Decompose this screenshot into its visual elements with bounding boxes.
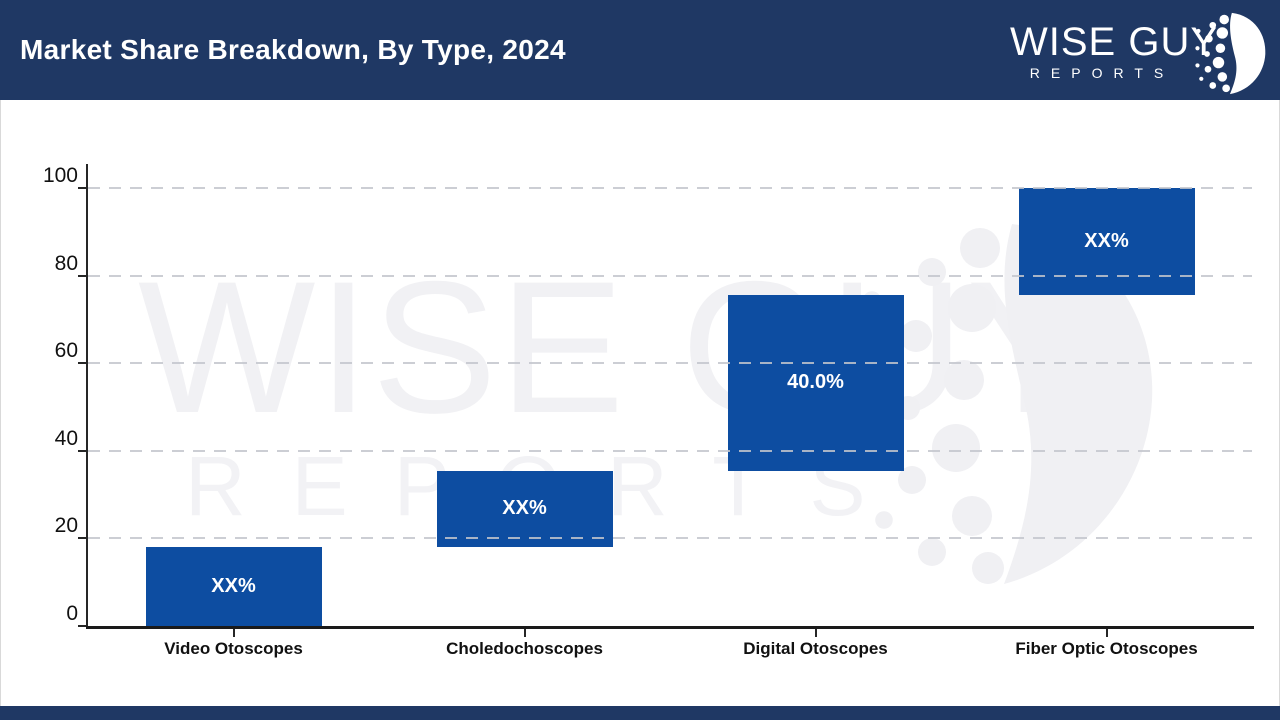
bar: XX%	[1018, 188, 1195, 296]
x-category-label: Fiber Optic Otoscopes	[1015, 639, 1198, 658]
y-tick-label: 100	[42, 164, 78, 188]
y-tick-label: 60	[54, 339, 78, 363]
x-axis-line	[86, 626, 1254, 629]
grid-line	[88, 537, 1252, 540]
wiseguy-logo-line1: WISE GUY	[1010, 20, 1219, 64]
bar: 40.0%	[727, 295, 904, 471]
x-axis-tick	[1105, 629, 1108, 637]
header-band: Market Share Breakdown, By Type, 2024 WI…	[0, 0, 1280, 100]
bar-value-label: 40.0%	[787, 371, 844, 394]
bar-value-label: XX%	[211, 575, 256, 598]
y-tick-label: 40	[54, 426, 78, 450]
page-title: Market Share Breakdown, By Type, 2024	[20, 34, 566, 65]
wiseguy-logo-text: WISE GUY REPORTS	[1010, 20, 1219, 81]
grid-line	[88, 362, 1252, 365]
y-tick-label: 20	[54, 514, 78, 538]
x-axis-tick	[232, 629, 235, 637]
y-axis-tick	[78, 537, 86, 540]
x-category-label: Video Otoscopes	[164, 639, 303, 658]
bar: XX%	[145, 547, 322, 626]
bar-value-label: XX%	[1084, 230, 1129, 253]
x-category-label: Choledochoscopes	[446, 639, 603, 658]
wiseguy-face-icon	[1195, 12, 1266, 95]
bar-value-label: XX%	[502, 497, 547, 520]
y-axis-tick	[78, 362, 86, 365]
bar: XX%	[436, 470, 613, 548]
footer-band	[0, 706, 1280, 720]
x-axis-tick	[523, 629, 526, 637]
grid-line	[88, 449, 1252, 452]
y-axis-tick	[78, 187, 86, 190]
x-category-label: Digital Otoscopes	[743, 639, 888, 658]
y-axis-tick	[78, 274, 86, 277]
x-axis-tick	[814, 629, 817, 637]
y-tick-label: 80	[54, 251, 78, 275]
wiseguy-logo-line2: REPORTS	[1029, 65, 1175, 81]
grid-line	[88, 274, 1252, 277]
y-axis-tick	[78, 449, 86, 452]
chart-plot-area: XX% XX% 40.0% XX% 0 20 40 60 80 100 Video Otosco…	[43, 164, 1254, 658]
grid-line	[88, 187, 1252, 190]
wiseguy-logo: WISE GUY REPORTS	[1010, 8, 1272, 95]
y-axis-line	[86, 164, 88, 628]
y-axis-tick	[78, 625, 86, 627]
y-tick-label: 0	[66, 602, 78, 625]
